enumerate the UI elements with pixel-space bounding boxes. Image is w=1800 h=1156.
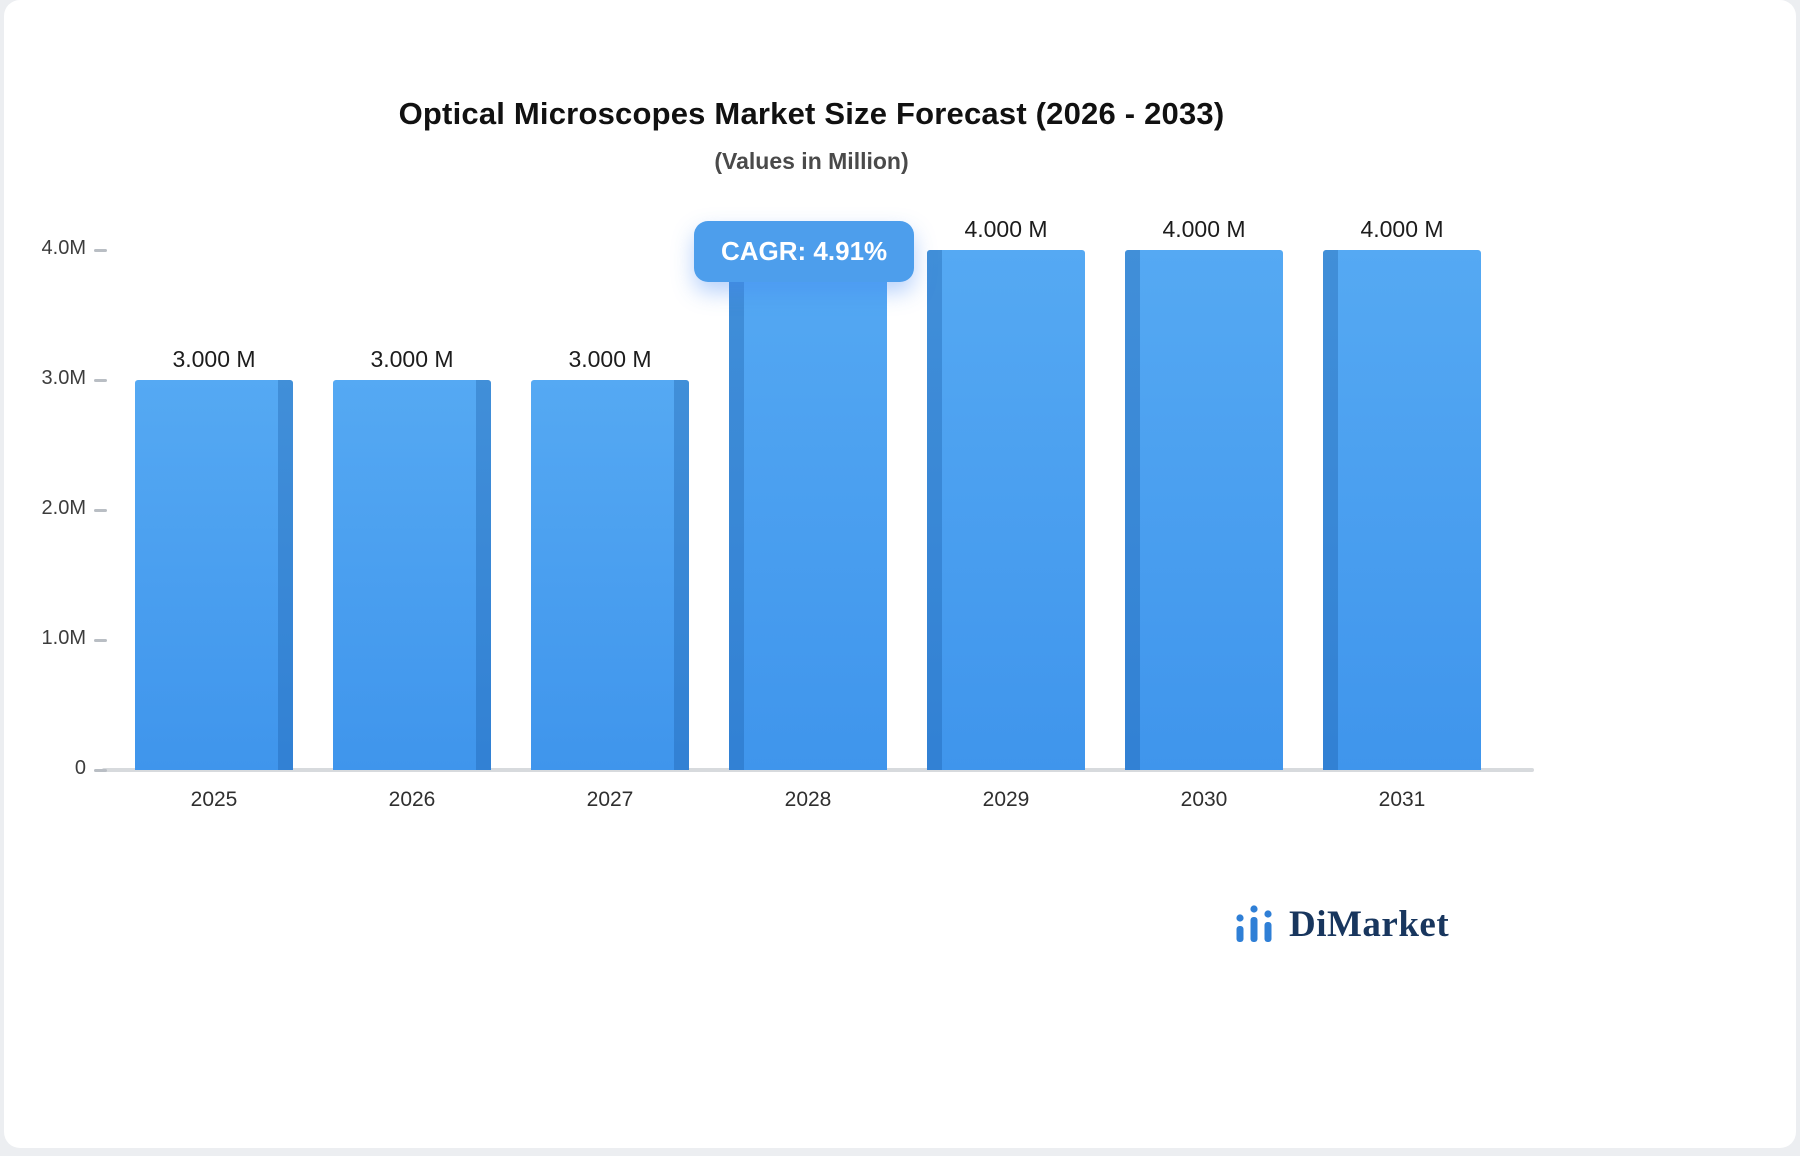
- bar-2026: [333, 380, 491, 770]
- bar-3d-shade: [278, 380, 293, 770]
- bar-value-label-2030: 4.000 M: [1162, 216, 1246, 242]
- y-tick-label-2.0M: 2.0M: [41, 497, 86, 519]
- x-axis-label-2031: 2031: [1378, 788, 1426, 811]
- x-axis-label-2028: 2028: [784, 788, 832, 811]
- y-tick-mark-1.0M: [94, 639, 107, 642]
- bar-3d-shade: [729, 250, 744, 770]
- x-axis-label-2025: 2025: [190, 788, 238, 811]
- bar-2030: [1125, 250, 1283, 770]
- chart-title: Optical Microscopes Market Size Forecast…: [398, 96, 1225, 131]
- bar-2027: [531, 380, 689, 770]
- y-tick-label-0: 0: [74, 757, 86, 779]
- y-tick-label-1.0M: 1.0M: [41, 627, 86, 649]
- bar-value-label-2026: 3.000 M: [370, 346, 454, 372]
- bar-3d-shade: [674, 380, 689, 770]
- y-tick-mark-3.0M: [94, 379, 107, 382]
- bar-3d-shade: [476, 380, 491, 770]
- bar-chart: CAGR: 4.91% 0 1.0M 2.0M 3.0M 4.0M 3.000 M 2025…: [4, 0, 1796, 1148]
- y-tick-label-3.0M: 3.0M: [41, 367, 86, 389]
- bar-value-label-2031: 4.000 M: [1360, 216, 1444, 242]
- bar-2025: [135, 380, 293, 770]
- bar-value-label-2029: 4.000 M: [964, 216, 1048, 242]
- bar-value-label-2025: 3.000 M: [172, 346, 256, 372]
- dimarket-logo: DiMarket: [1232, 901, 1449, 947]
- bar-chart-logo-icon: [1236, 905, 1272, 942]
- y-tick-mark-4.0M: [94, 249, 107, 252]
- bar-2028: [729, 250, 887, 770]
- bar-2031: [1323, 250, 1481, 770]
- x-axis-line: [102, 768, 1534, 772]
- y-tick-mark-2.0M: [94, 509, 107, 512]
- x-axis-label-2030: 2030: [1180, 788, 1228, 811]
- chart-card: Optical Microscopes Market Size Forecast…: [4, 0, 1796, 1148]
- bar-2029: [927, 250, 1085, 770]
- x-axis-label-2026: 2026: [388, 788, 436, 811]
- bar-3d-shade: [1125, 250, 1140, 770]
- x-axis-label-2029: 2029: [982, 788, 1030, 811]
- x-axis-label-2027: 2027: [586, 788, 634, 811]
- y-tick-mark-0: [94, 769, 107, 772]
- bar-3d-shade: [927, 250, 942, 770]
- chart-subtitle: (Values in Million): [714, 148, 909, 174]
- bar-3d-shade: [1323, 250, 1338, 770]
- y-tick-label-4.0M: 4.0M: [41, 237, 86, 259]
- bar-value-label-2027: 3.000 M: [568, 346, 652, 372]
- cagr-badge-label: CAGR: 4.91%: [721, 236, 888, 266]
- cagr-badge: CAGR: 4.91%: [694, 221, 915, 282]
- logo-text: DiMarket: [1289, 903, 1450, 945]
